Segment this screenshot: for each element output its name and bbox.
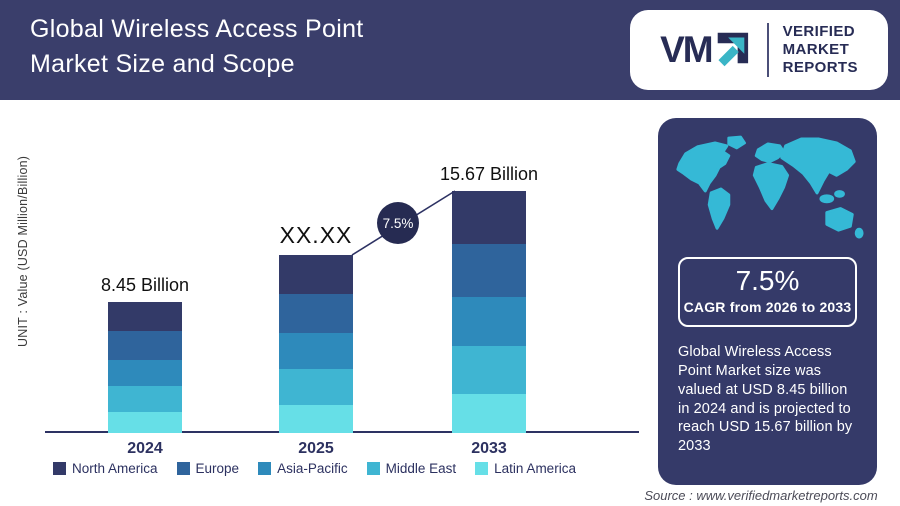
legend-label: Asia-Pacific bbox=[277, 461, 348, 476]
bar-segment-north-america bbox=[279, 255, 353, 295]
bar-value-label-2024: 8.45 Billion bbox=[100, 275, 190, 295]
growth-circle bbox=[377, 202, 419, 244]
chart-legend: North America Europe Asia-Pacific Middle Ea… bbox=[53, 461, 576, 476]
header-banner: Global Wireless Access Point Market Size… bbox=[0, 0, 900, 100]
vmr-logo-mark: VM bbox=[660, 28, 750, 73]
vmr-logo-letters: VM bbox=[660, 29, 713, 70]
x-tick-2024: 2024 bbox=[127, 440, 163, 457]
page-title: Global Wireless Access Point Market Size… bbox=[30, 12, 364, 81]
bar-segment-asia-pacific bbox=[279, 333, 353, 369]
legend-item-latin-america: Latin America bbox=[475, 461, 576, 476]
brand-line-market: MARKET bbox=[782, 41, 850, 59]
cagr-caption: CAGR from 2026 to 2033 bbox=[683, 299, 852, 315]
bar-segment-latin-america bbox=[279, 404, 353, 433]
bar-segment-north-america bbox=[108, 302, 182, 331]
vmr-logo-wordmark: VERIFIED MARKET REPORTS bbox=[783, 23, 858, 76]
bar-segment-middle-east bbox=[108, 385, 182, 412]
bar-segment-europe bbox=[279, 294, 353, 334]
legend-swatch bbox=[258, 462, 272, 475]
bar-segment-europe bbox=[108, 330, 182, 360]
bar-segment-middle-east bbox=[279, 368, 353, 405]
logo-divider bbox=[766, 23, 769, 77]
bar-segment-latin-america bbox=[108, 412, 182, 433]
bar-segment-europe bbox=[452, 244, 526, 298]
legend-label: Latin America bbox=[494, 461, 576, 476]
legend-item-north-america: North America bbox=[53, 461, 158, 476]
bar-2024 bbox=[108, 302, 182, 433]
bar-segment-latin-america bbox=[452, 394, 526, 433]
bar-segment-asia-pacific bbox=[452, 297, 526, 346]
legend-label: Middle East bbox=[385, 461, 457, 476]
x-axis-line bbox=[45, 431, 639, 433]
legend-swatch bbox=[53, 462, 66, 475]
source-attribution: Source : www.verifiedmarketreports.com bbox=[644, 488, 878, 503]
cagr-value: 7.5% bbox=[735, 265, 800, 296]
legend-item-asia-pacific: Asia-Pacific bbox=[258, 461, 348, 476]
bar-segment-asia-pacific bbox=[108, 359, 182, 386]
x-tick-2033: 2033 bbox=[471, 440, 507, 457]
bar-2033 bbox=[452, 191, 526, 433]
info-sidebar: 7.5% CAGR from 2026 to 2033 Global Wirel… bbox=[658, 118, 877, 485]
x-tick-2025: 2025 bbox=[298, 440, 334, 457]
legend-label: Europe bbox=[195, 461, 240, 476]
arrow-up-right-icon bbox=[712, 28, 750, 73]
legend-item-middle-east: Middle East bbox=[366, 461, 457, 476]
page-title-line1: Global Wireless Access Point bbox=[30, 15, 364, 43]
cagr-box: 7.5% CAGR from 2026 to 2033 bbox=[678, 257, 857, 327]
vmr-logo: VM VERIFIED MARKET REPORTS bbox=[630, 10, 888, 90]
bar-2025 bbox=[279, 255, 353, 433]
brand-line-verified: VERIFIED bbox=[782, 23, 855, 41]
legend-item-europe: Europe bbox=[176, 461, 240, 476]
legend-swatch bbox=[176, 462, 190, 475]
growth-label: 7.5% bbox=[383, 216, 414, 231]
brand-line-reports: REPORTS bbox=[782, 58, 858, 76]
trend-line bbox=[351, 190, 456, 256]
bar-value-label-2025: XX.XX bbox=[279, 222, 353, 248]
page-title-line2: Market Size and Scope bbox=[30, 49, 295, 78]
market-description: Global Wireless Access Point Market size… bbox=[678, 344, 853, 455]
world-map-icon bbox=[670, 133, 866, 245]
y-axis-label: UNIT : Value (USD Million/Billion) bbox=[16, 155, 30, 347]
bar-value-label-2033: 15.67 Billion bbox=[439, 164, 539, 184]
legend-label: North America bbox=[72, 461, 158, 476]
bar-segment-middle-east bbox=[452, 345, 526, 395]
legend-swatch bbox=[366, 462, 380, 475]
bar-segment-north-america bbox=[452, 191, 526, 245]
legend-swatch bbox=[475, 462, 489, 475]
